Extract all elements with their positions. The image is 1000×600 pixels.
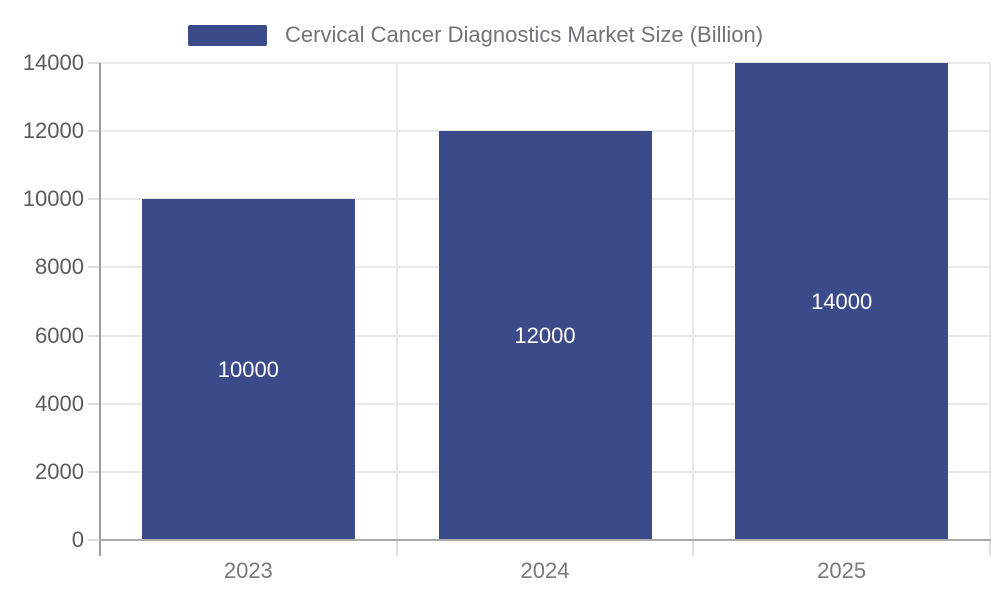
bar-value-label: 14000 [811,288,873,314]
y-tick-label: 14000 [22,50,84,75]
gridline-vertical [692,63,695,540]
legend[interactable]: Cervical Cancer Diagnostics Market Size … [188,22,763,48]
gridline-vertical [395,63,398,540]
bar[interactable] [141,199,355,540]
bar[interactable] [438,131,652,540]
y-tick-label: 4000 [35,390,84,416]
gridline-horizontal [100,62,990,64]
x-axis-tick [395,541,398,556]
bar[interactable] [735,63,949,540]
y-axis-tick [88,198,100,201]
x-axis-tick [692,541,695,556]
y-axis-tick [88,470,100,473]
y-tick-label: 8000 [35,254,84,280]
y-axis-tick [88,266,100,269]
legend-swatch-icon [188,24,267,46]
x-tick-label: 2024 [520,558,570,583]
gridline-vertical [989,63,991,540]
x-tick-label: 2023 [223,558,273,583]
y-axis-tick [88,402,100,405]
y-tick-label: 6000 [35,322,84,348]
legend-label: Cervical Cancer Diagnostics Market Size … [285,22,764,47]
y-axis-tick [88,130,100,133]
y-tick-label: 2000 [35,458,84,484]
x-axis-line [99,539,991,541]
y-tick-label: 0 [71,527,84,552]
x-axis-tick [989,541,991,556]
y-tick-label: 12000 [22,118,84,144]
bar-value-label: 10000 [217,356,279,382]
y-axis-tick [88,539,100,541]
y-tick-label: 10000 [22,186,84,212]
y-axis-tick [88,62,100,64]
bar-value-label: 12000 [514,322,576,348]
y-axis-tick [88,334,100,337]
y-axis-line [99,63,101,556]
x-tick-label: 2025 [817,558,867,583]
